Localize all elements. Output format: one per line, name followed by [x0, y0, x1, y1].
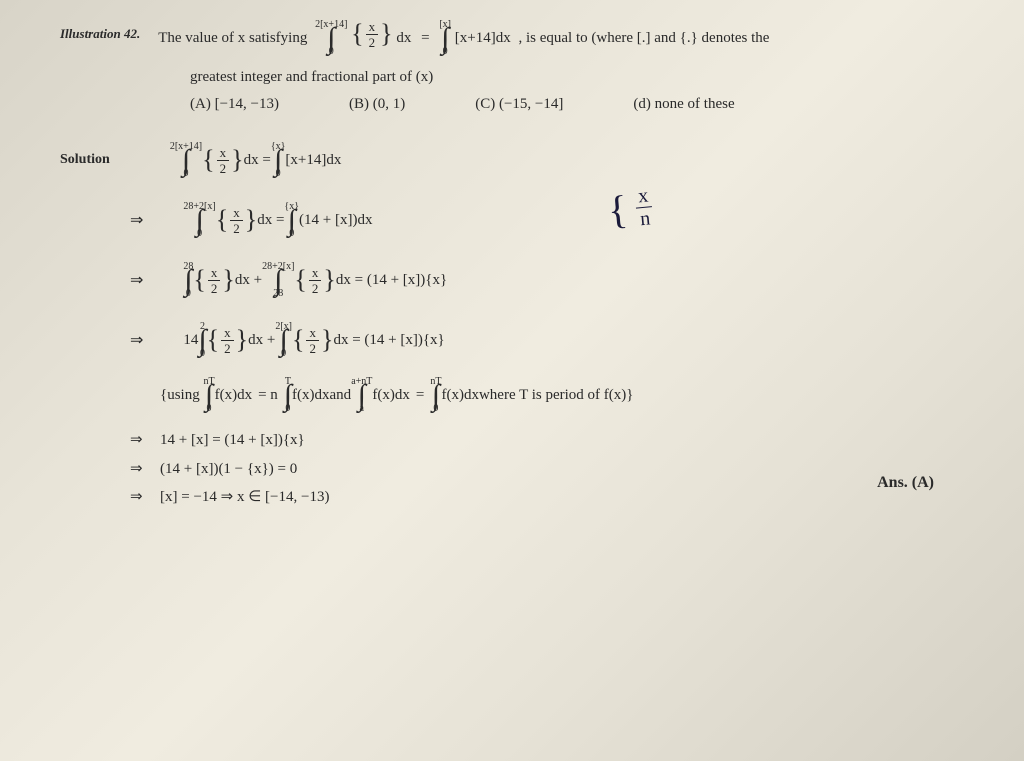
option-c: (C) (−15, −14] [475, 96, 563, 113]
question-prefix: The value of x satisfying [158, 30, 307, 46]
option-d: (d) none of these [633, 96, 734, 113]
answer-label: Ans. (A) [877, 474, 934, 492]
main-equation: 2[x+14] ∫ 0 { x 2 } dx = [x] ∫ 0 [315, 20, 511, 57]
question-text: The value of x satisfying 2[x+14] ∫ 0 { … [158, 20, 984, 57]
solution-label: Solution [60, 152, 110, 168]
final-lines: ⇒14 + [x] = (14 + [x]){x} ⇒(14 + [x])(1 … [130, 426, 984, 512]
option-b: (B) (0, 1) [349, 96, 405, 113]
option-a: (A) [−14, −13) [190, 96, 279, 113]
using-note: {using nT ∫ 0 f(x)dx = n T ∫ 0 f(x)dx an… [160, 377, 984, 414]
solution-line-2: ⇒ 28+2[x] ∫ 0 { x2 } dx = {x} ∫ 0 [60, 197, 984, 243]
options-row: (A) [−14, −13) (B) (0, 1) (C) (−15, −14]… [190, 96, 984, 113]
solution-line-1: Solution 2[x+14] ∫ 0 { x2 } dx = {x} ∫ 0 [60, 137, 984, 183]
question-note: greatest integer and fractional part of … [190, 69, 984, 86]
illustration-label: Illustration 42. [60, 26, 140, 42]
question-suffix: , is equal to (where [.] and {.} denotes… [518, 30, 769, 46]
handwritten-annotation: { x n [606, 183, 656, 234]
solution-line-3: ⇒ 28 ∫ 0 { x2 } dx + 28+2[x] ∫ 28 [60, 257, 984, 303]
solution-line-4: ⇒ 14 2 ∫ 0 { x2 } dx + 2[x] ∫ 0 [60, 317, 984, 363]
